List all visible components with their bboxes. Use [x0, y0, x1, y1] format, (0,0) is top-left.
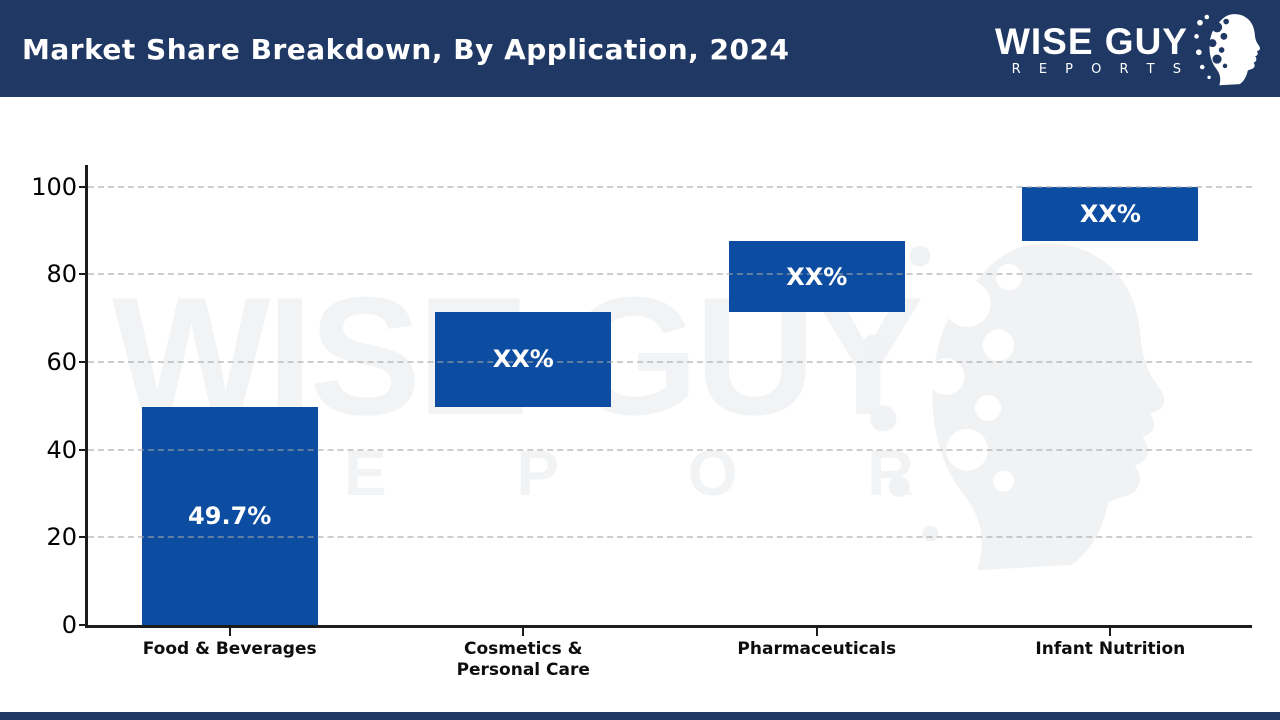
category-label: Pharmaceuticals: [737, 639, 897, 659]
y-tick-label: 20: [46, 523, 77, 552]
category-label: Food & Beverages: [142, 639, 317, 659]
y-tick-label: 40: [46, 435, 77, 464]
gridline-40: [88, 448, 1252, 451]
gridline-100: [88, 185, 1252, 188]
bar-value-label: XX%: [492, 345, 554, 374]
y-tick-label: 0: [61, 611, 77, 639]
y-tick-label: 100: [31, 172, 77, 201]
brand-logo-sub: R E P O R T S: [1011, 61, 1188, 77]
category-label: Cosmetics & Personal Care: [456, 639, 590, 680]
gridline-60: [88, 361, 1252, 363]
category-label: Infant Nutrition: [1035, 639, 1186, 659]
y-tick-label: 80: [46, 260, 77, 289]
y-tick-mark: [79, 448, 88, 451]
x-tick-mark: [815, 627, 818, 636]
gridline-20: [88, 536, 1252, 539]
bar-value-label: 49.7%: [188, 502, 272, 531]
x-tick-mark: [228, 627, 231, 636]
y-tick-mark: [79, 536, 88, 539]
bar-1: [141, 407, 318, 625]
y-axis-line: [85, 165, 88, 628]
y-tick-mark: [79, 185, 88, 188]
bar-4: [1022, 186, 1199, 242]
header-band: Market Share Breakdown, By Application, …: [0, 0, 1280, 97]
footer-band: [0, 712, 1280, 720]
bar-value-label: XX%: [786, 262, 848, 291]
bar-3: [728, 241, 905, 312]
brand-logo: WISE GUY R E P O R T S: [995, 8, 1266, 92]
brand-logo-text: WISE GUY R E P O R T S: [994, 20, 1188, 78]
brand-logo-main: WISE GUY: [994, 20, 1188, 62]
bar-2: [435, 311, 612, 408]
page-title: Market Share Breakdown, By Application, …: [22, 33, 790, 66]
gridline-80: [88, 273, 1252, 276]
x-axis-line: [85, 625, 1252, 628]
head-profile-icon: [1194, 14, 1260, 86]
y-tick-label: 60: [46, 348, 77, 376]
x-tick-mark: [522, 627, 525, 636]
bar-value-label: XX%: [1079, 200, 1141, 229]
y-tick-mark: [79, 624, 88, 626]
x-tick-mark: [1109, 627, 1112, 636]
y-tick-mark: [79, 273, 88, 276]
y-tick-mark: [79, 361, 88, 363]
